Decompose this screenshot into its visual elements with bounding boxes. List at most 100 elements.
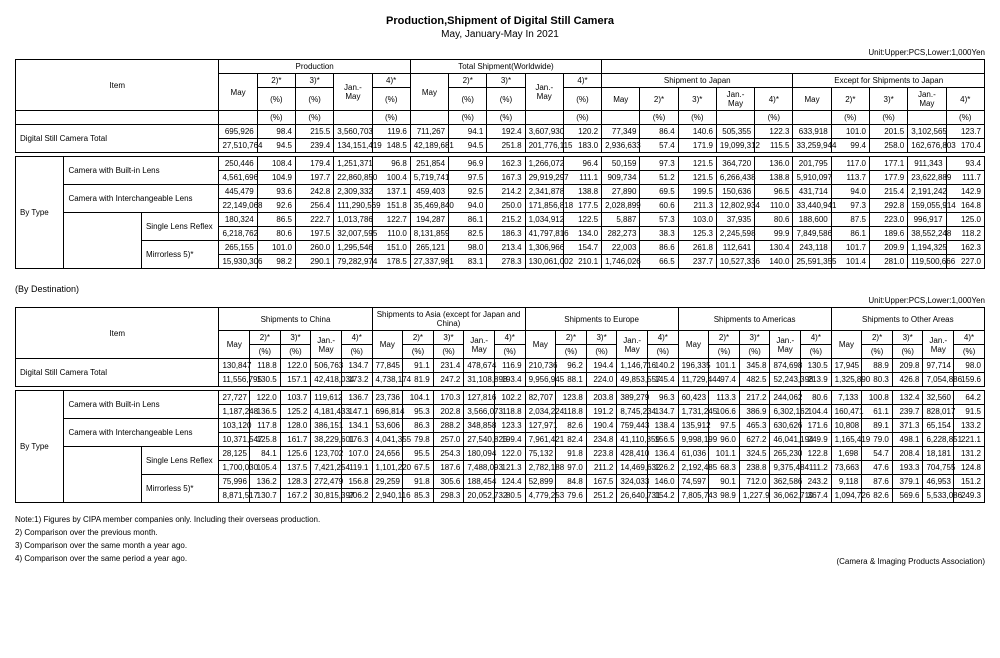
cell: 36,062,710 [770, 489, 801, 503]
cell: 202.8 [433, 405, 464, 419]
cell: 22,860,850 [334, 171, 372, 185]
cell: 124.8 [954, 461, 985, 475]
cell: 118.8 [250, 359, 281, 373]
cell: 874,698 [770, 359, 801, 373]
cell: 2,028,899 [602, 199, 640, 213]
cell: 265,155 [219, 241, 257, 255]
cell: 73,663 [831, 461, 862, 475]
cell: 98.4 [257, 125, 295, 139]
cell: 122.0 [250, 391, 281, 405]
row-inter: Camera with Interchangeable Lens [64, 185, 219, 213]
cell: 569.6 [892, 489, 923, 503]
cell: 12,802,934 [716, 199, 754, 213]
cell: 89.1 [862, 419, 893, 433]
cell: 186.3 [487, 227, 525, 241]
cell: 4,779,253 [525, 489, 556, 503]
cell: 465.3 [739, 419, 770, 433]
cell: 265,230 [770, 447, 801, 461]
cell: 64.2 [954, 391, 985, 405]
hdr-europe: Shipments to Europe [525, 308, 678, 331]
cell: 704,755 [923, 461, 954, 475]
cell: 22,149,068 [219, 199, 257, 213]
cell: 125.3 [678, 227, 716, 241]
cell: 117.8 [250, 419, 281, 433]
cell: 194,287 [410, 213, 448, 227]
cell: 122.8 [801, 447, 832, 461]
cell: 167.2 [280, 489, 311, 503]
cell: 91.8 [403, 475, 434, 489]
cell: 290.1 [296, 255, 334, 269]
cell: 161.7 [280, 433, 311, 447]
cell: 94.0 [831, 185, 869, 199]
cell: 8,871,517 [219, 489, 250, 503]
cell: 27,727 [219, 391, 250, 405]
cell: 134.0 [563, 227, 601, 241]
cell: 137.1 [372, 185, 410, 199]
cell: 7,488,093 [464, 461, 495, 475]
cell: 5,533,086 [923, 489, 954, 503]
cell: 97.3 [640, 157, 678, 171]
cell: 1,306,966 [525, 241, 563, 255]
cell: 104.9 [257, 171, 295, 185]
cell: 190.4 [586, 419, 617, 433]
cell: 32,560 [923, 391, 954, 405]
cell: 909,734 [602, 171, 640, 185]
cell: 79,282,974 [334, 255, 372, 269]
cell: 244,062 [770, 391, 801, 405]
cell: 7,133 [831, 391, 862, 405]
cell: 4,181,433 [311, 405, 342, 419]
cell: 272,479 [311, 475, 342, 489]
cell: 9,956,945 [525, 373, 556, 387]
cell: 94.1 [449, 125, 487, 139]
cell: 42,189,681 [410, 139, 448, 153]
cell: 123,702 [311, 447, 342, 461]
cell: 124.4 [494, 475, 525, 489]
cell: 119,612 [311, 391, 342, 405]
cell: 8,131,859 [410, 227, 448, 241]
cell: 11,729,444 [678, 373, 709, 387]
cell: 10,371,547 [219, 433, 250, 447]
page-subtitle: May, January-May In 2021 [15, 29, 985, 40]
cell: 110.0 [372, 227, 410, 241]
cell: 115.5 [755, 139, 793, 153]
cell: 1,094,726 [831, 489, 862, 503]
cell: 386,151 [311, 419, 342, 433]
cell: 88.9 [862, 359, 893, 373]
cell: 94.0 [449, 199, 487, 213]
cell: 96.5 [755, 185, 793, 199]
cell: 86.4 [640, 125, 678, 139]
cell: 96.4 [563, 157, 601, 171]
cell: 99.9 [755, 227, 793, 241]
cell: 96.3 [648, 391, 679, 405]
cell: 47.6 [862, 461, 893, 475]
row-slr: Single Lens Reflex [141, 213, 219, 241]
cell: 459,403 [410, 185, 448, 199]
cell: 86.6 [640, 241, 678, 255]
cell: 911,343 [908, 157, 946, 171]
cell: 90.1 [709, 475, 740, 489]
cell: 324.5 [739, 447, 770, 461]
cell: 3,560,703 [334, 125, 372, 139]
cell: 199.5 [678, 185, 716, 199]
cell: 215.5 [296, 125, 334, 139]
cell: 506,763 [311, 359, 342, 373]
cell: 117.0 [831, 157, 869, 171]
cell: 160,471 [831, 405, 862, 419]
cell: 134.1 [341, 419, 372, 433]
cell: 305.6 [433, 475, 464, 489]
cell: 192.4 [487, 125, 525, 139]
cell: 135,912 [678, 419, 709, 433]
cell: 84.8 [556, 475, 587, 489]
cell: 180,094 [464, 447, 495, 461]
cell: 251.2 [586, 489, 617, 503]
cell: 288.2 [433, 419, 464, 433]
cell: 171.9 [678, 139, 716, 153]
cell: 96.9 [449, 157, 487, 171]
cell: 7,961,421 [525, 433, 556, 447]
cell: 428,410 [617, 447, 648, 461]
cell: 2,191,242 [908, 185, 946, 199]
cell: 215.4 [869, 185, 907, 199]
cell: 38,229,601 [311, 433, 342, 447]
cell: 498.1 [892, 433, 923, 447]
cell: 1,187,248 [219, 405, 250, 419]
